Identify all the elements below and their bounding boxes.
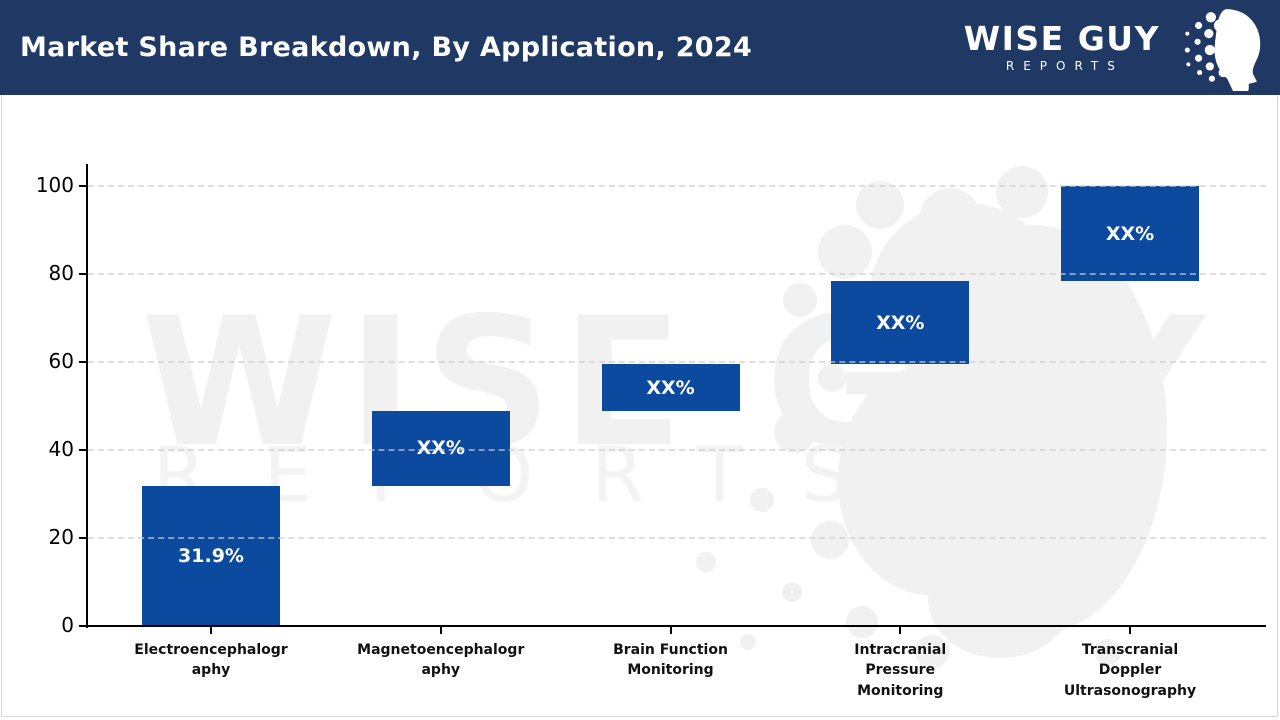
- y-tick-60: [79, 361, 88, 363]
- x-tick: [899, 627, 902, 634]
- y-axis: [86, 164, 88, 628]
- y-tick-40: [79, 449, 88, 451]
- y-tick-80: [79, 273, 88, 275]
- page-title: Market Share Breakdown, By Application, …: [20, 32, 753, 63]
- gridline-40: [88, 449, 1266, 451]
- wiseguy-logo: WISE GUY REPORTS: [964, 5, 1280, 91]
- x-tick: [669, 627, 672, 634]
- bar-value-label: XX%: [1105, 222, 1155, 245]
- category-label: Electroencephalogr aphy: [134, 642, 288, 679]
- y-tick-20: [79, 537, 88, 539]
- x-tick: [1129, 627, 1131, 634]
- x-tick: [439, 627, 442, 634]
- y-tick-label: 0: [61, 613, 74, 637]
- bar-segment: XX%: [1061, 186, 1199, 282]
- bar-segment: XX%: [371, 410, 510, 486]
- wiseguy-face-icon: [1184, 8, 1261, 91]
- bar-value-label: XX%: [416, 437, 465, 460]
- y-tick-label: 100: [35, 173, 74, 197]
- y-tick-label: 40: [48, 437, 74, 461]
- y-tick-0: [79, 625, 88, 627]
- x-axis: [86, 625, 1266, 627]
- category-label: Intracranial Pressure Monitoring: [854, 642, 947, 699]
- gridline-60: [88, 361, 1266, 363]
- wiseguy-logo-text: WISE GUY REPORTS: [963, 19, 1160, 74]
- x-tick: [210, 627, 212, 634]
- y-tick-label: 20: [48, 525, 74, 549]
- header: Market Share Breakdown, By Application, …: [0, 0, 1280, 95]
- category-label: Magnetoencephalogr aphy: [357, 642, 525, 679]
- bar-value-label: XX%: [646, 376, 695, 399]
- y-tick-label: 60: [48, 349, 74, 373]
- gridline-20: [88, 537, 1266, 539]
- bar-segment: XX%: [831, 281, 970, 365]
- bar-segment: 31.9%: [142, 485, 280, 626]
- bar-value-label: 31.9%: [178, 544, 244, 567]
- category-label: Brain Function Monitoring: [613, 642, 728, 679]
- y-tick-label: 80: [48, 261, 74, 285]
- y-tick-100: [79, 185, 88, 187]
- logo-tagline: REPORTS: [1005, 59, 1124, 73]
- gridline-100: [88, 185, 1266, 187]
- bar-segment: XX%: [601, 364, 740, 411]
- bar-value-label: XX%: [876, 311, 925, 334]
- category-label: Transcranial Doppler Ultrasonography: [1063, 642, 1197, 699]
- logo-name: WISE GUY: [963, 19, 1160, 58]
- gridline-80: [88, 273, 1266, 275]
